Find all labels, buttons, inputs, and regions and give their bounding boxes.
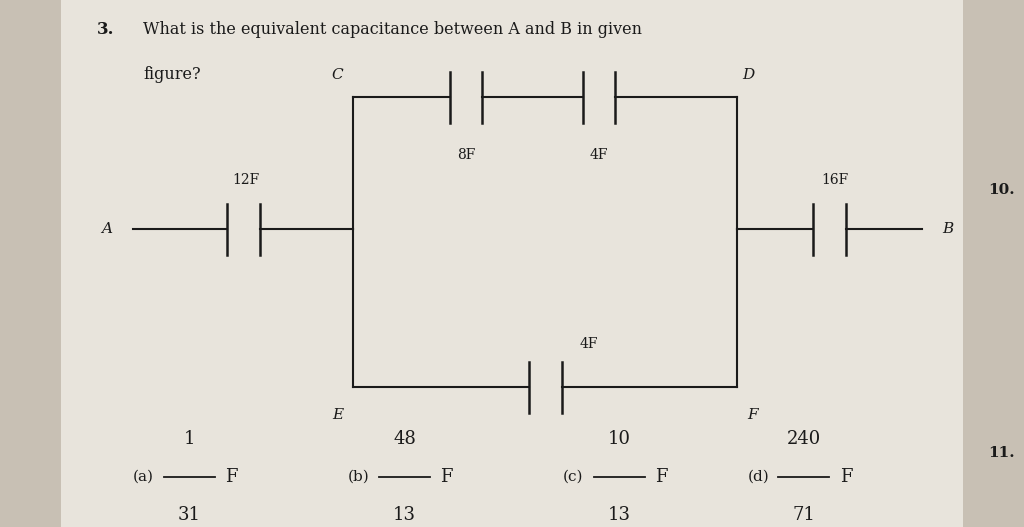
Text: (d): (d) bbox=[748, 470, 769, 484]
Text: F: F bbox=[748, 408, 758, 423]
Text: A: A bbox=[101, 222, 113, 236]
Text: 31: 31 bbox=[178, 506, 201, 524]
Bar bbox=[61, 0, 963, 527]
Text: C: C bbox=[332, 67, 343, 82]
Text: (c): (c) bbox=[563, 470, 584, 484]
Text: D: D bbox=[742, 67, 755, 82]
Text: 13: 13 bbox=[608, 506, 631, 524]
Text: 1: 1 bbox=[183, 430, 196, 448]
Text: F: F bbox=[440, 468, 453, 486]
Text: 13: 13 bbox=[393, 506, 416, 524]
Text: 10: 10 bbox=[608, 430, 631, 448]
Text: 12F: 12F bbox=[232, 173, 259, 187]
Text: 10.: 10. bbox=[988, 183, 1015, 197]
Text: (b): (b) bbox=[348, 470, 370, 484]
Text: 11.: 11. bbox=[988, 446, 1015, 460]
Text: 4F: 4F bbox=[590, 148, 608, 162]
Text: F: F bbox=[225, 468, 238, 486]
Text: F: F bbox=[655, 468, 668, 486]
Text: (a): (a) bbox=[133, 470, 155, 484]
Text: 3.: 3. bbox=[97, 21, 115, 38]
Text: 16F: 16F bbox=[821, 173, 848, 187]
Text: 8F: 8F bbox=[457, 148, 475, 162]
Text: 4F: 4F bbox=[580, 337, 598, 352]
Text: 240: 240 bbox=[786, 430, 821, 448]
Text: figure?: figure? bbox=[143, 66, 201, 83]
Text: 71: 71 bbox=[793, 506, 815, 524]
Text: B: B bbox=[942, 222, 953, 236]
Text: E: E bbox=[332, 408, 343, 423]
Text: 48: 48 bbox=[393, 430, 416, 448]
Text: What is the equivalent capacitance between A and B in given: What is the equivalent capacitance betwe… bbox=[143, 21, 642, 38]
Text: F: F bbox=[840, 468, 852, 486]
